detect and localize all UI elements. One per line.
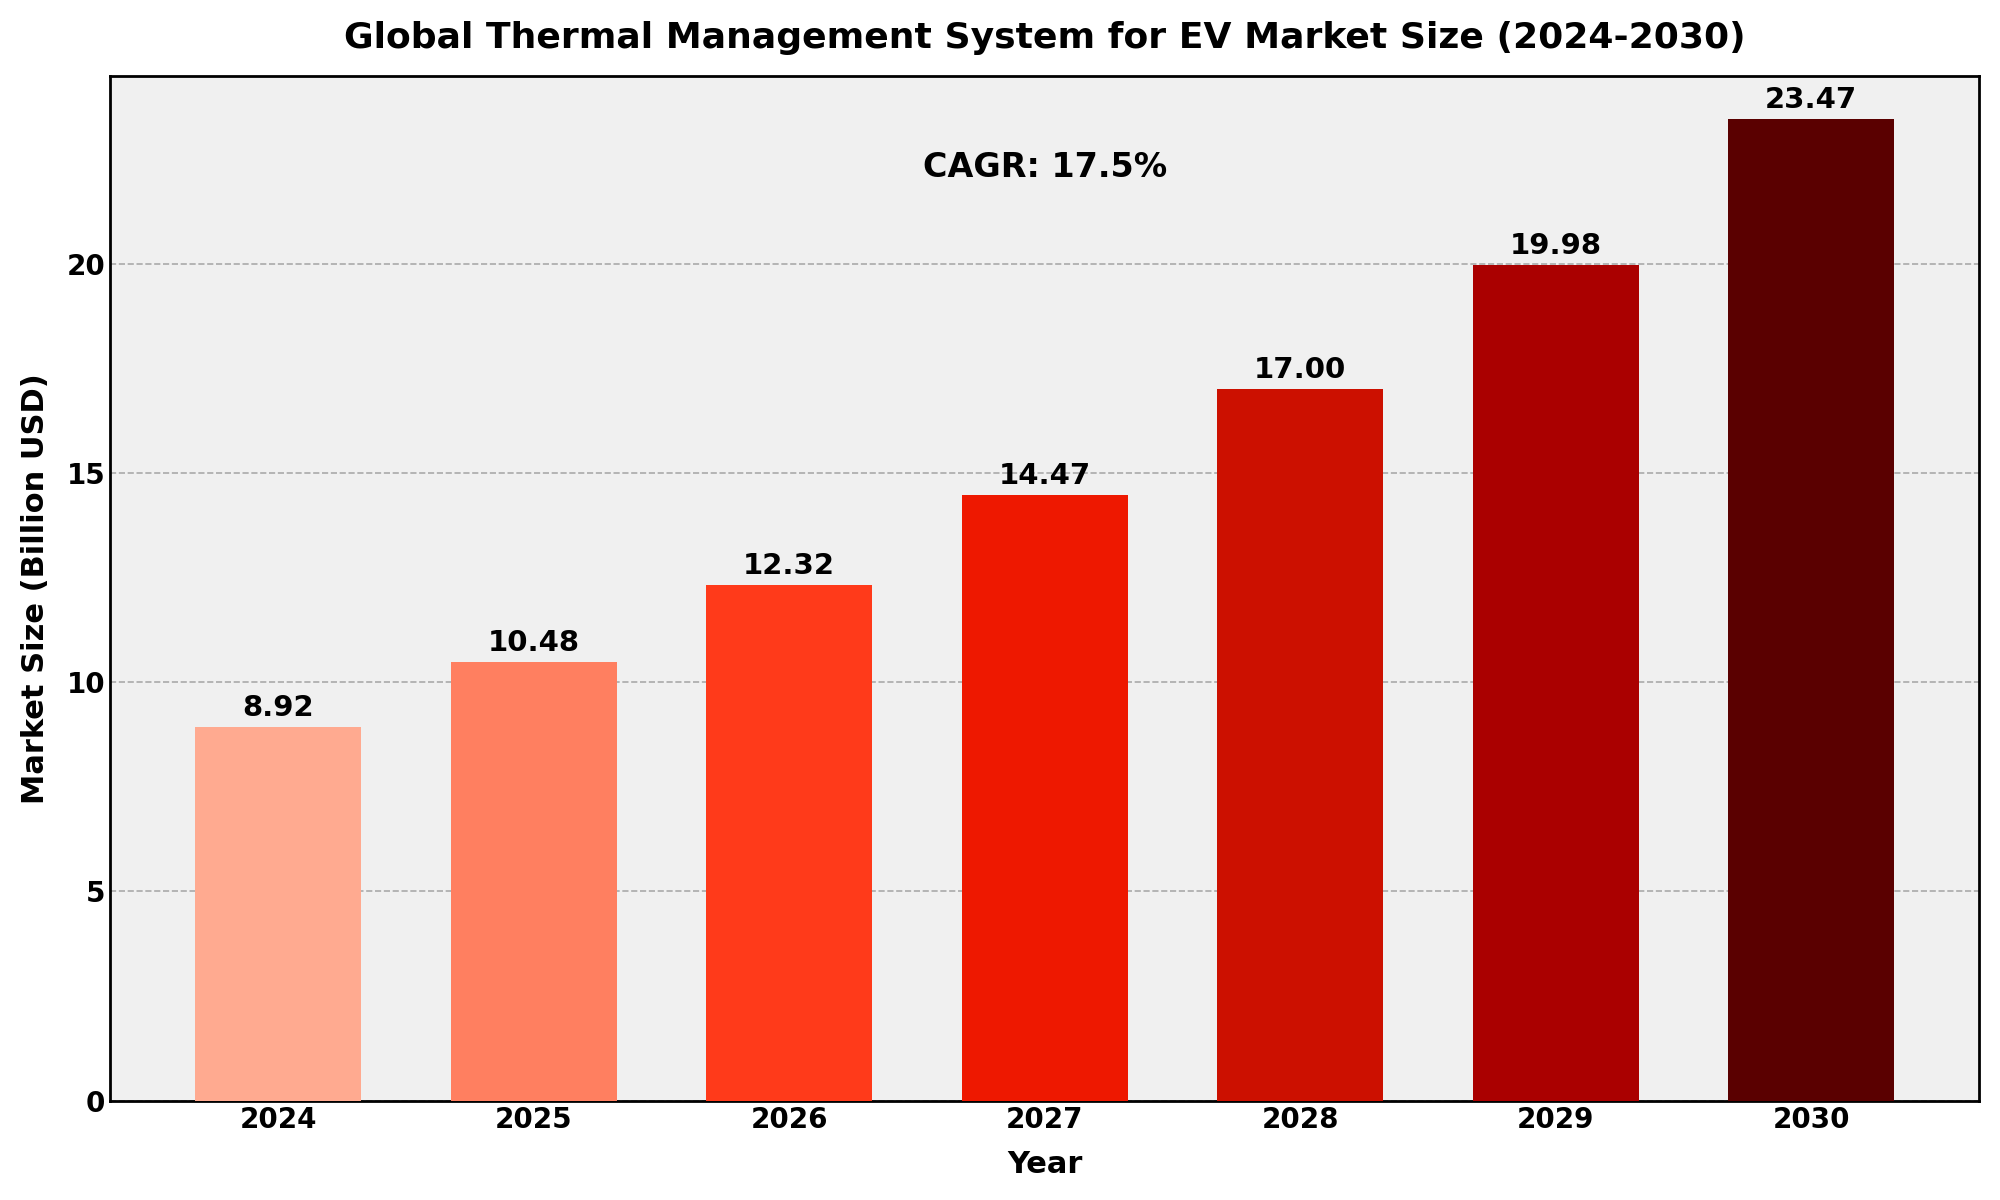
Bar	[1218, 389, 1384, 1100]
Text: 10.48: 10.48	[488, 629, 580, 658]
Text: 19.98: 19.98	[1510, 232, 1602, 259]
Text: 23.47: 23.47	[1766, 85, 1858, 114]
Bar	[450, 662, 616, 1100]
Title: Global Thermal Management System for EV Market Size (2024-2030): Global Thermal Management System for EV …	[344, 20, 1746, 55]
Bar	[196, 727, 362, 1100]
Y-axis label: Market Size (Billion USD): Market Size (Billion USD)	[20, 373, 50, 804]
Text: 14.47: 14.47	[998, 462, 1090, 491]
X-axis label: Year: Year	[1006, 1150, 1082, 1180]
Bar	[1472, 265, 1638, 1100]
Text: 8.92: 8.92	[242, 695, 314, 722]
Text: 12.32: 12.32	[744, 552, 836, 580]
Bar	[706, 586, 872, 1100]
Text: CAGR: 17.5%: CAGR: 17.5%	[922, 151, 1166, 185]
Bar	[962, 496, 1128, 1100]
Text: 17.00: 17.00	[1254, 356, 1346, 384]
Bar	[1728, 119, 1894, 1100]
